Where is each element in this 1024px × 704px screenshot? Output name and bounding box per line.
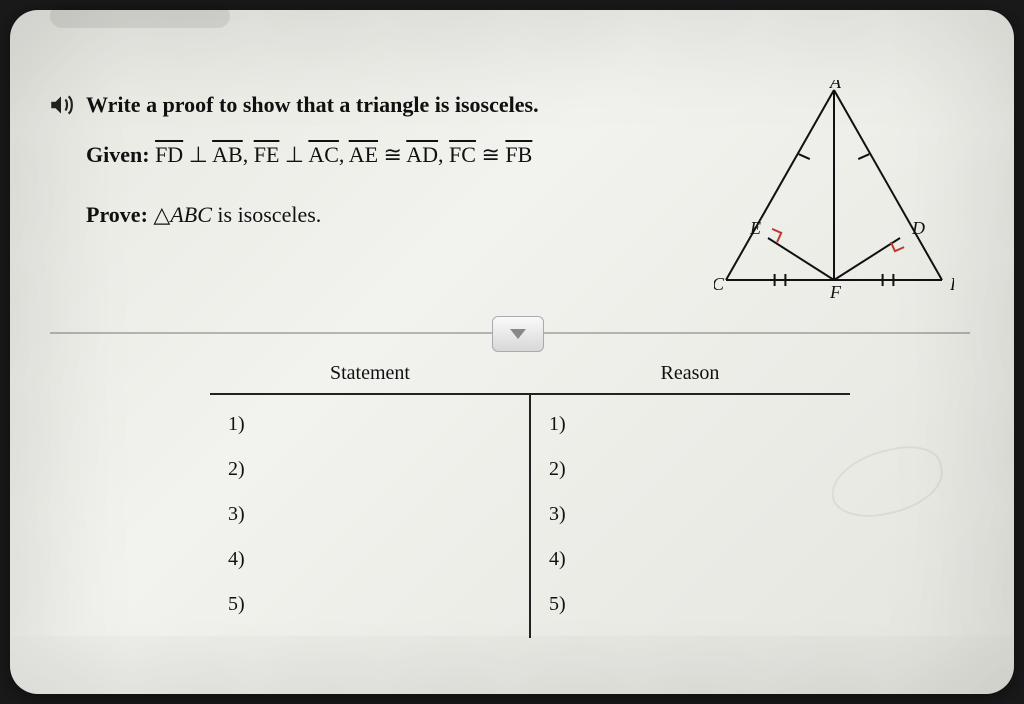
list-item: 2): [549, 458, 832, 481]
proof-table: Statement Reason 1) 2) 3) 4) 5) 1) 2) 3)…: [210, 358, 850, 638]
prove-label: Prove:: [86, 202, 148, 227]
worksheet-page: Write a proof to show that a triangle is…: [10, 10, 1014, 694]
prove-line: Prove: △ABC is isosceles.: [86, 202, 321, 228]
svg-text:D: D: [911, 218, 925, 238]
header-reason: Reason: [530, 358, 850, 395]
list-item: 4): [228, 548, 511, 571]
header-statement: Statement: [210, 358, 530, 395]
given-label: Given:: [86, 142, 150, 167]
list-item: 1): [549, 413, 832, 436]
svg-text:A: A: [829, 80, 842, 92]
statement-column: 1) 2) 3) 4) 5): [210, 395, 531, 638]
list-item: 2): [228, 458, 511, 481]
list-item: 1): [228, 413, 511, 436]
svg-text:B: B: [950, 274, 954, 294]
speaker-icon[interactable]: [48, 92, 74, 123]
instruction-bold: Write a proof to show that a triangle is…: [86, 92, 539, 117]
list-item: 3): [228, 503, 511, 526]
svg-text:E: E: [749, 218, 761, 238]
svg-text:C: C: [714, 274, 725, 294]
triangle-figure: A B C F E D: [714, 80, 954, 300]
instruction-text: Write a proof to show that a triangle is…: [86, 92, 539, 118]
reason-column: 1) 2) 3) 4) 5): [531, 395, 850, 638]
svg-text:F: F: [829, 282, 842, 300]
list-item: 3): [549, 503, 832, 526]
given-math: FD ⊥ AB, FE ⊥ AC, AE ≅ AD, FC ≅ FB: [155, 142, 532, 167]
prove-math: △ABC is isosceles.: [153, 202, 321, 227]
list-item: 4): [549, 548, 832, 571]
binder-clip: [492, 316, 544, 352]
list-item: 5): [549, 593, 832, 616]
given-line: Given: FD ⊥ AB, FE ⊥ AC, AE ≅ AD, FC ≅ F…: [86, 142, 532, 168]
list-item: 5): [228, 593, 511, 616]
